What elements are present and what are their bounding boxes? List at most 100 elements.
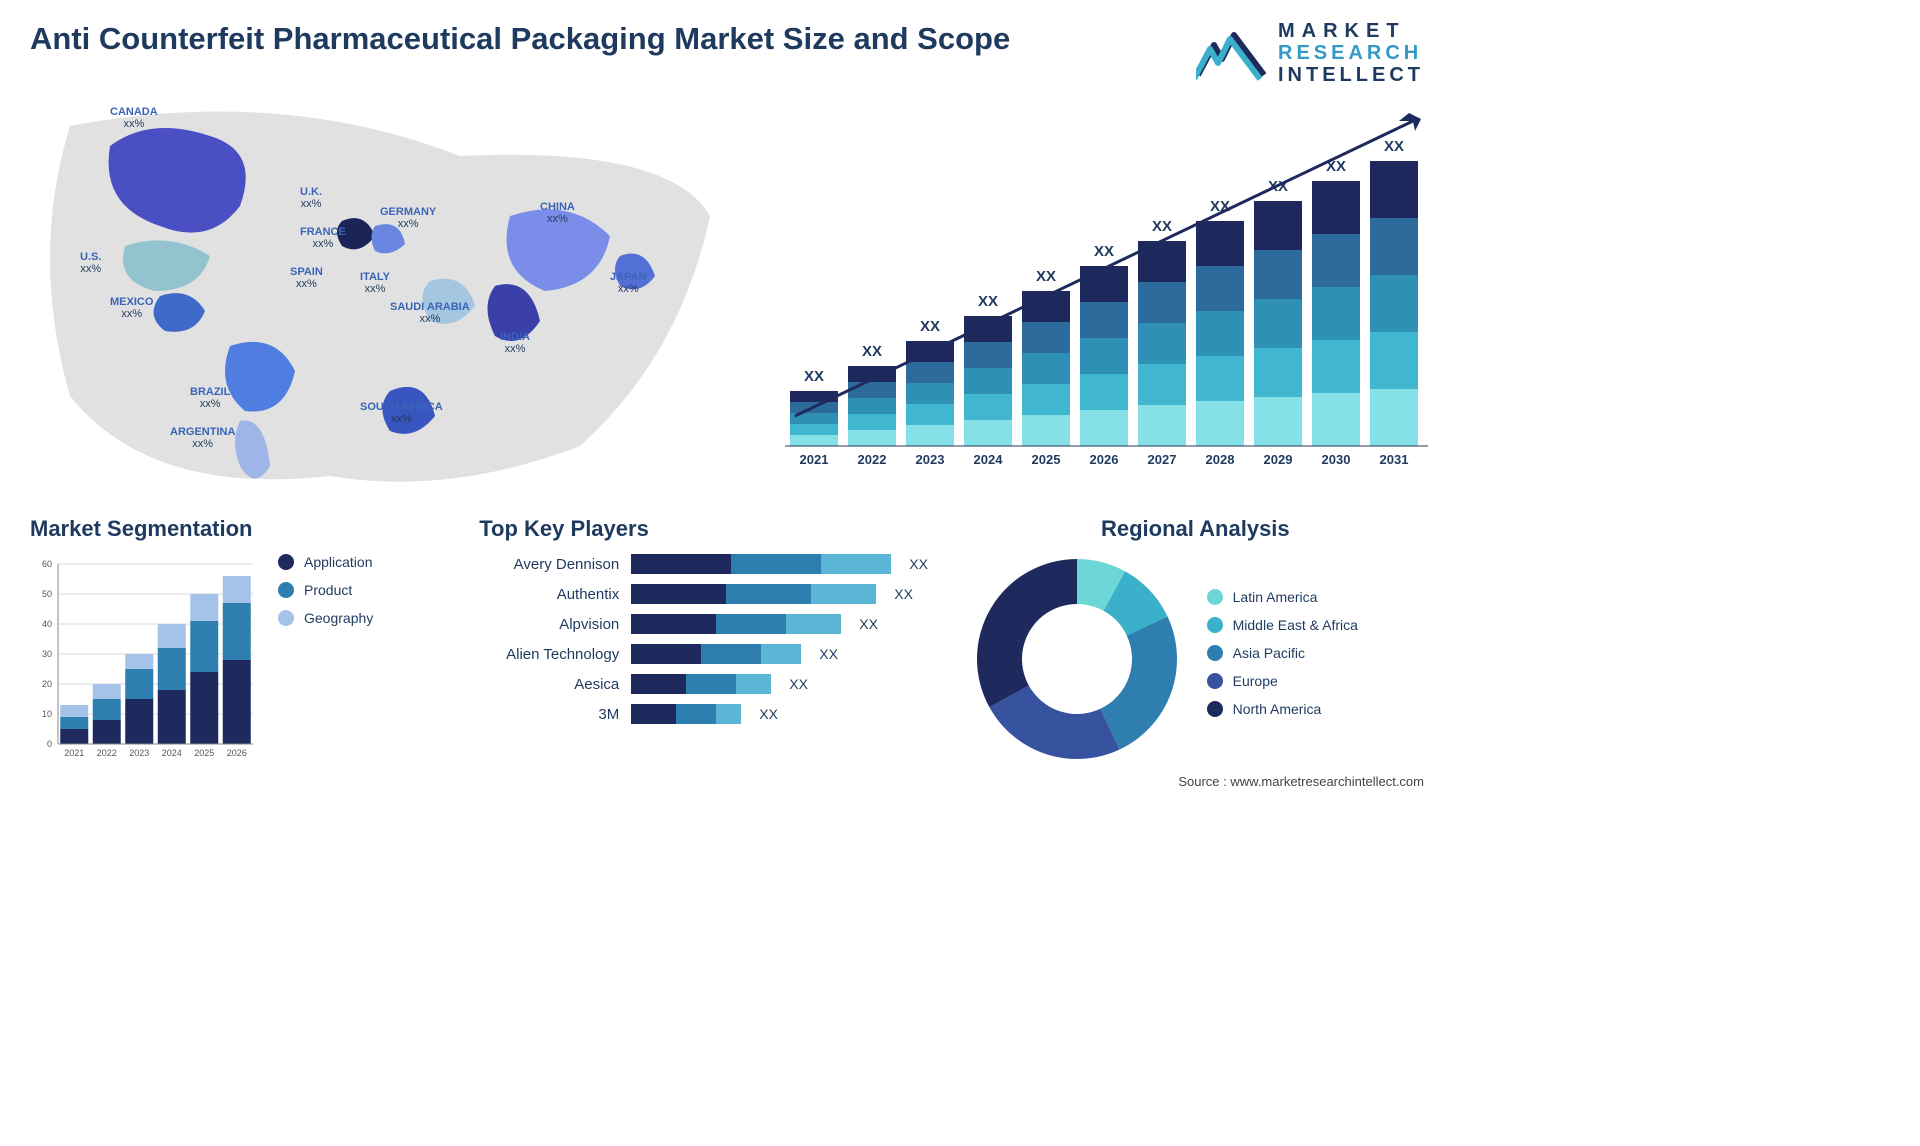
legend-label: Asia Pacific — [1233, 645, 1305, 661]
player-row: Alpvision XX — [479, 614, 936, 634]
svg-text:2028: 2028 — [1206, 452, 1235, 467]
map-label: SPAINxx% — [290, 266, 323, 290]
svg-text:2022: 2022 — [97, 748, 117, 758]
player-bar-seg — [701, 644, 761, 664]
legend-item: Geography — [278, 610, 373, 626]
legend-item: Middle East & Africa — [1207, 617, 1358, 633]
legend-label: Product — [304, 582, 352, 598]
page-title: Anti Counterfeit Pharmaceutical Packagin… — [30, 20, 1010, 59]
legend-label: Application — [304, 554, 373, 570]
player-name: Aesica — [479, 676, 619, 693]
svg-text:2024: 2024 — [974, 452, 1004, 467]
legend-label: Latin America — [1233, 589, 1318, 605]
player-bar — [631, 614, 841, 634]
logo-line3: INTELLECT — [1278, 64, 1424, 86]
player-bar-seg — [731, 554, 821, 574]
svg-text:XX: XX — [1384, 138, 1404, 155]
svg-text:2025: 2025 — [194, 748, 214, 758]
map-label: U.K.xx% — [300, 186, 322, 210]
logo-icon — [1196, 25, 1266, 81]
legend-item: Asia Pacific — [1207, 645, 1358, 661]
player-row: AuthentixXX — [479, 584, 936, 604]
legend-item: Product — [278, 582, 373, 598]
svg-text:2026: 2026 — [227, 748, 247, 758]
player-bar — [631, 584, 876, 604]
map-label: CANADAxx% — [110, 106, 158, 130]
player-row: 3M XX — [479, 704, 936, 724]
svg-text:20: 20 — [42, 679, 52, 689]
map-label: SAUDI ARABIAxx% — [390, 301, 470, 325]
segmentation-svg: 0102030405060202120222023202420252026 — [30, 554, 260, 764]
donut-svg — [967, 554, 1187, 764]
key-players-panel: Top Key Players Avery DennisonXXAuthenti… — [479, 516, 936, 764]
player-bar — [631, 674, 771, 694]
player-value: XX — [759, 706, 778, 722]
player-row: Aesica XX — [479, 674, 936, 694]
logo: MARKET RESEARCH INTELLECT — [1196, 20, 1424, 86]
player-value: XX — [859, 616, 878, 632]
growth-chart: 2021XX2022XX2023XX2024XX2025XX2026XX2027… — [770, 96, 1430, 496]
player-value: XX — [909, 556, 928, 572]
svg-text:XX: XX — [862, 343, 882, 360]
player-bar-seg — [631, 554, 731, 574]
map-label: MEXICOxx% — [110, 296, 153, 320]
legend-swatch — [278, 582, 294, 598]
svg-text:XX: XX — [978, 293, 998, 310]
legend-item: Europe — [1207, 673, 1358, 689]
svg-text:2021: 2021 — [800, 452, 829, 467]
svg-text:2025: 2025 — [1032, 452, 1061, 467]
map-label: CHINAxx% — [540, 201, 575, 225]
player-name: Avery Dennison — [479, 556, 619, 573]
player-bar — [631, 554, 891, 574]
player-row: Alien TechnologyXX — [479, 644, 936, 664]
player-bar-seg — [716, 614, 786, 634]
logo-text: MARKET RESEARCH INTELLECT — [1278, 20, 1424, 86]
svg-text:XX: XX — [804, 368, 824, 385]
legend-swatch — [1207, 589, 1223, 605]
svg-text:2021: 2021 — [64, 748, 84, 758]
legend-swatch — [1207, 617, 1223, 633]
player-bar — [631, 644, 801, 664]
player-bar — [631, 704, 741, 724]
segmentation-title: Market Segmentation — [30, 516, 449, 542]
legend-swatch — [1207, 645, 1223, 661]
map-label: INDIAxx% — [500, 331, 530, 355]
regional-panel: Regional Analysis Latin AmericaMiddle Ea… — [967, 516, 1424, 764]
svg-text:XX: XX — [1094, 243, 1114, 260]
svg-text:30: 30 — [42, 649, 52, 659]
map-label: ARGENTINAxx% — [170, 426, 235, 450]
legend-swatch — [278, 610, 294, 626]
player-value: XX — [819, 646, 838, 662]
player-row: Avery Dennison XX — [479, 554, 936, 574]
legend-item: North America — [1207, 701, 1358, 717]
segmentation-legend: Application Product Geography — [278, 554, 373, 764]
player-bar-seg — [631, 614, 716, 634]
logo-line2: RESEARCH — [1278, 42, 1424, 64]
player-name: 3M — [479, 706, 619, 723]
svg-text:2023: 2023 — [916, 452, 945, 467]
player-bar-seg — [736, 674, 771, 694]
player-bar-seg — [811, 584, 876, 604]
svg-text:60: 60 — [42, 559, 52, 569]
svg-text:2027: 2027 — [1148, 452, 1177, 467]
player-name: Alpvision — [479, 616, 619, 633]
player-bar-seg — [761, 644, 801, 664]
map-label: JAPANxx% — [610, 271, 646, 295]
legend-swatch — [1207, 701, 1223, 717]
header: Anti Counterfeit Pharmaceutical Packagin… — [30, 20, 1424, 86]
top-row: CANADAxx%U.S.xx%MEXICOxx%BRAZILxx%ARGENT… — [30, 96, 1424, 496]
player-bar-seg — [631, 584, 726, 604]
key-players-title: Top Key Players — [479, 516, 936, 542]
bottom-row: Market Segmentation 01020304050602021202… — [30, 516, 1424, 764]
map-label: BRAZILxx% — [190, 386, 230, 410]
player-value: XX — [894, 586, 913, 602]
legend-label: North America — [1233, 701, 1322, 717]
source-text: Source : www.marketresearchintellect.com — [30, 774, 1424, 789]
player-bar-seg — [631, 644, 701, 664]
player-value: XX — [789, 676, 808, 692]
legend-label: Geography — [304, 610, 373, 626]
player-bar-seg — [631, 674, 686, 694]
svg-text:2030: 2030 — [1322, 452, 1351, 467]
svg-text:10: 10 — [42, 709, 52, 719]
world-map: CANADAxx%U.S.xx%MEXICOxx%BRAZILxx%ARGENT… — [30, 96, 730, 496]
